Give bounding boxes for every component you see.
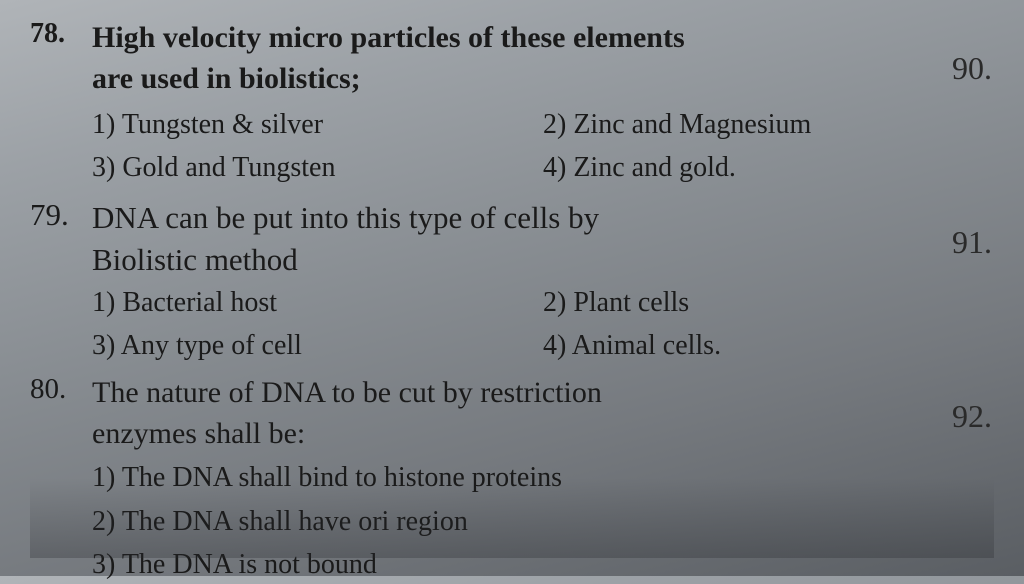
question-79: 79. DNA can be put into this type of cel… (30, 197, 994, 365)
question-text: The nature of DNA to be cut by restricti… (92, 373, 994, 414)
side-number-91: 91. (952, 224, 992, 261)
options-78: 1) Tungsten & silver 2) Zinc and Magnesi… (92, 105, 994, 187)
option-78-1: 1) Tungsten & silver (92, 105, 543, 144)
exam-page: 90. 91. 92. 78. High velocity micro part… (30, 18, 994, 558)
option-80-1: 1) The DNA shall bind to histone protein… (92, 458, 562, 497)
question-number: 78. (30, 18, 78, 50)
options-79: 1) Bacterial host 2) Plant cells 3) Any … (92, 283, 994, 365)
question-text-line2: Biolistic method (92, 242, 298, 277)
option-79-1: 1) Bacterial host (92, 283, 543, 322)
side-number-92: 92. (952, 398, 992, 435)
options-80: 1) The DNA shall bind to histone protein… (92, 458, 994, 584)
option-79-2: 2) Plant cells (543, 283, 994, 322)
question-text-line1: The nature of DNA to be cut by restricti… (92, 376, 602, 409)
question-number: 79. (30, 197, 78, 233)
question-text-line2: are used in biolistics; (92, 62, 361, 95)
question-text-line2: enzymes shall be: (92, 414, 994, 455)
option-80-2: 2) The DNA shall have ori region (92, 502, 468, 541)
side-number-90: 90. (952, 50, 992, 87)
question-number: 80. (30, 373, 78, 406)
option-79-3: 3) Any type of cell (92, 326, 543, 365)
option-79-4: 4) Animal cells. (543, 326, 994, 365)
option-80-3: 3) The DNA is not bound (92, 545, 377, 584)
question-text-line1: DNA can be put into this type of cells b… (92, 200, 599, 235)
question-text: High velocity micro particles of these e… (92, 18, 994, 99)
option-78-3: 3) Gold and Tungsten (92, 148, 543, 187)
question-80: 80. The nature of DNA to be cut by restr… (30, 373, 994, 584)
option-78-4: 4) Zinc and gold. (543, 148, 994, 187)
question-text-line1: High velocity micro particles of these e… (92, 21, 685, 54)
question-78: 78. High velocity micro particles of the… (30, 18, 994, 187)
question-text: DNA can be put into this type of cells b… (92, 197, 994, 281)
option-78-2: 2) Zinc and Magnesium (543, 105, 994, 144)
